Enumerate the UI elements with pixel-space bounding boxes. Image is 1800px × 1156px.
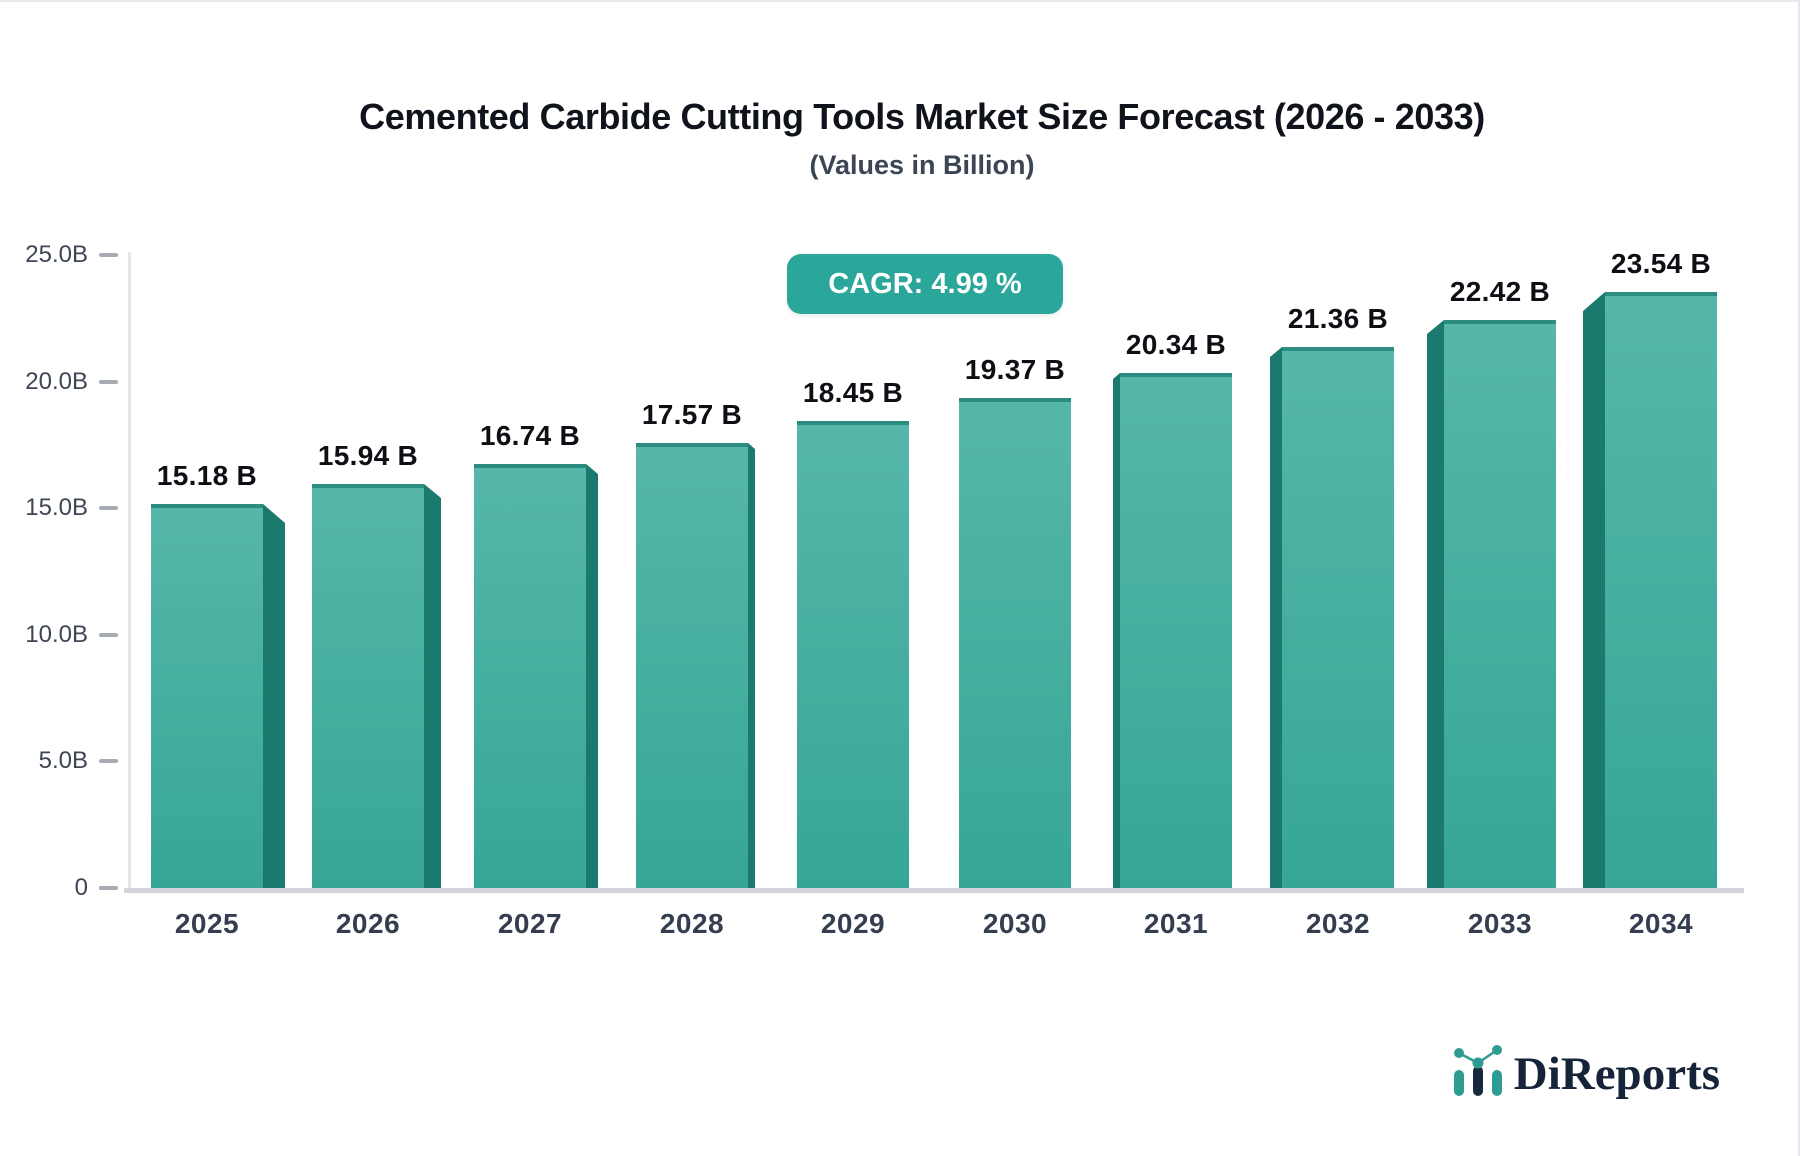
bar-3d-side bbox=[424, 484, 441, 888]
y-tick-label: 10.0B bbox=[25, 620, 88, 648]
bar bbox=[959, 398, 1071, 888]
y-tick-label: 0 bbox=[74, 874, 88, 901]
y-tick-mark bbox=[99, 632, 118, 637]
bar bbox=[1444, 320, 1556, 888]
x-axis-line bbox=[124, 888, 1744, 893]
bar bbox=[151, 504, 263, 888]
x-axis-label: 2034 bbox=[1628, 908, 1694, 939]
bar bbox=[1282, 347, 1394, 888]
bar-value-label: 15.94 B bbox=[317, 440, 419, 471]
bar-value-label: 22.42 B bbox=[1449, 276, 1551, 307]
bar bbox=[1605, 292, 1717, 888]
x-axis-label: 2029 bbox=[820, 908, 886, 939]
chart-subtitle: (Values in Billion) bbox=[809, 150, 1035, 180]
y-tick-mark bbox=[99, 759, 118, 764]
bar-value-label: 23.54 B bbox=[1610, 248, 1712, 279]
y-tick-mark bbox=[99, 506, 118, 511]
cagr-badge: CAGR: 4.99 % bbox=[787, 254, 1063, 314]
bar-value-label: 17.57 B bbox=[641, 399, 743, 430]
bar-chart-trend-icon bbox=[1453, 1045, 1502, 1096]
x-axis-label: 2028 bbox=[659, 908, 725, 939]
x-axis-label: 2033 bbox=[1467, 908, 1533, 939]
bar bbox=[312, 484, 424, 888]
bar bbox=[636, 443, 748, 888]
bar-3d-side bbox=[263, 504, 285, 888]
y-tick-mark bbox=[99, 379, 118, 384]
bar bbox=[474, 464, 586, 888]
bar-3d-side bbox=[748, 443, 755, 888]
bar-value-label: 16.74 B bbox=[479, 420, 581, 451]
y-tick-label: 20.0B bbox=[25, 367, 88, 395]
x-axis-label: 2030 bbox=[982, 908, 1048, 939]
y-tick-label: 15.0B bbox=[25, 494, 88, 522]
bar-3d-side bbox=[1113, 373, 1120, 888]
bar-value-label: 19.37 B bbox=[964, 354, 1066, 385]
bar-value-label: 20.34 B bbox=[1125, 329, 1227, 360]
x-axis-label: 2027 bbox=[497, 908, 563, 939]
bar-value-label: 18.45 B bbox=[802, 377, 904, 408]
bar-3d-side bbox=[586, 464, 598, 888]
y-axis-line bbox=[128, 252, 131, 888]
x-axis-label: 2032 bbox=[1305, 908, 1371, 939]
bar bbox=[797, 421, 909, 888]
logo: DiReports bbox=[1450, 1042, 1720, 1098]
x-axis-label: 2026 bbox=[335, 908, 401, 939]
x-axis-label: 2025 bbox=[174, 908, 240, 939]
bar-3d-side bbox=[1427, 320, 1444, 888]
y-tick-label: 5.0B bbox=[38, 747, 88, 775]
logo-text: DiReports bbox=[1513, 1048, 1720, 1100]
chart-title: Cemented Carbide Cutting Tools Market Si… bbox=[359, 96, 1485, 137]
bar-value-label: 15.18 B bbox=[156, 460, 258, 491]
bar bbox=[1120, 373, 1232, 888]
bar-3d-side bbox=[1270, 347, 1282, 888]
x-axis-label: 2031 bbox=[1143, 908, 1209, 939]
y-tick-mark bbox=[99, 253, 118, 257]
y-tick-label: 25.0B bbox=[25, 241, 88, 268]
bar-3d-side bbox=[1583, 292, 1605, 888]
y-tick-mark bbox=[99, 886, 118, 890]
bar-value-label: 21.36 B bbox=[1287, 303, 1389, 334]
